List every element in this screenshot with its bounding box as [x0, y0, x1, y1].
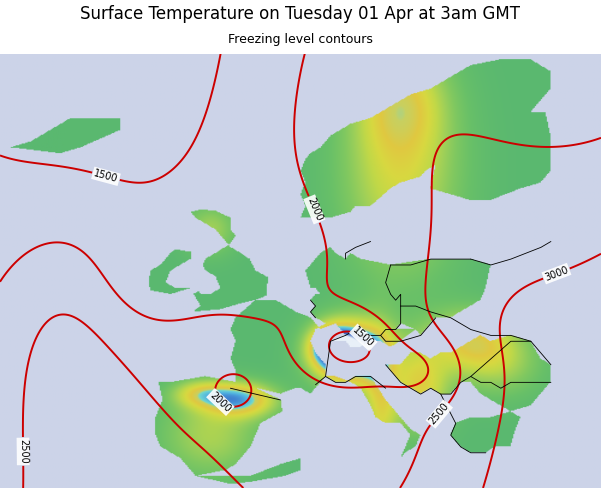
- Text: 2500: 2500: [427, 401, 451, 427]
- Text: 2000: 2000: [208, 390, 233, 414]
- Text: 2000: 2000: [305, 196, 324, 223]
- Text: 1500: 1500: [93, 168, 119, 184]
- Text: Surface Temperature on Tuesday 01 Apr at 3am GMT: Surface Temperature on Tuesday 01 Apr at…: [81, 5, 520, 23]
- Text: 1500: 1500: [351, 325, 376, 349]
- Text: Freezing level contours: Freezing level contours: [228, 34, 373, 46]
- Text: 2500: 2500: [18, 439, 28, 464]
- Text: 3000: 3000: [543, 264, 570, 283]
